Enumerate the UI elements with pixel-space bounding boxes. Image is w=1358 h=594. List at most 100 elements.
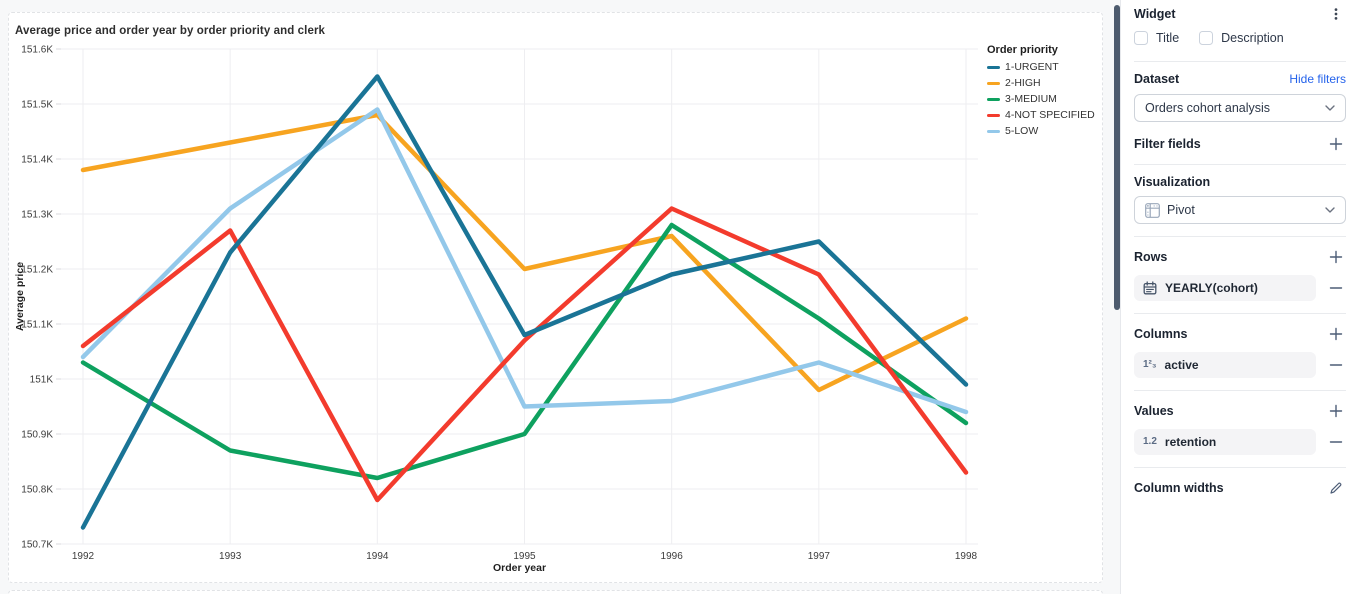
x-tick-label: 1998: [955, 551, 978, 562]
values-field-row: 1.2 retention: [1134, 429, 1346, 455]
dataset-select[interactable]: Orders cohort analysis: [1134, 94, 1346, 122]
x-tick-label: 1992: [72, 551, 95, 562]
legend-item-2-HIGH[interactable]: 2-HIGH: [987, 77, 1101, 89]
values-heading: Values: [1134, 404, 1174, 418]
legend-item-4-NOT SPECIFIED[interactable]: 4-NOT SPECIFIED: [987, 109, 1101, 121]
x-tick-label: 1994: [366, 551, 389, 562]
filter-fields-section-header: Filter fields: [1134, 134, 1346, 154]
legend-label: 5-LOW: [1005, 125, 1039, 137]
divider: [1134, 390, 1346, 391]
columns-heading: Columns: [1134, 327, 1188, 341]
description-checkbox-box[interactable]: [1199, 31, 1214, 45]
legend-item-1-URGENT[interactable]: 1-URGENT: [987, 61, 1101, 73]
widget-section-header: Widget: [1134, 4, 1346, 24]
widget-settings-panel: Widget Title Description Dataset Hide fi…: [1120, 0, 1358, 594]
values-section-header: Values: [1134, 401, 1346, 421]
chevron-down-icon: [1325, 207, 1335, 213]
columns-field-chip[interactable]: 1²₃ active: [1134, 352, 1316, 378]
y-tick-label: 151.3K: [21, 210, 53, 221]
y-tick-label: 150.8K: [21, 485, 53, 496]
remove-rows-field-button[interactable]: [1326, 278, 1346, 298]
chart-title: Average price and order year by order pr…: [15, 25, 326, 37]
integer-type-icon: 1²₃: [1143, 359, 1157, 370]
x-tick-label: 1997: [808, 551, 831, 562]
line-chart: 151.6K 151.5K 151.4K 151.3K 151.2K 151.1K 151K…: [14, 45, 978, 574]
x-axis-label: Order year: [493, 562, 546, 574]
description-checkbox[interactable]: Description: [1199, 31, 1284, 45]
rows-field-chip[interactable]: YEARLY(cohort): [1134, 275, 1316, 301]
next-widget-card-edge: [8, 590, 1103, 594]
legend-label: 3-MEDIUM: [1005, 93, 1057, 105]
x-tick-label: 1995: [513, 551, 536, 562]
y-tick-label: 150.9K: [21, 430, 53, 441]
dataset-section-header: Dataset Hide filters: [1134, 72, 1346, 86]
panel-scrollbar-thumb[interactable]: [1114, 5, 1120, 310]
y-tick-label: 151.4K: [21, 155, 53, 166]
legend-label: 1-URGENT: [1005, 61, 1059, 73]
legend-swatch: [987, 129, 1000, 133]
chart-legend: Order priority 1-URGENT 2-HIGH 3-MEDIUM 4-N…: [987, 44, 1101, 141]
title-checkbox[interactable]: Title: [1134, 31, 1179, 45]
add-filter-field-button[interactable]: [1326, 134, 1346, 154]
title-checkbox-box[interactable]: [1134, 31, 1148, 45]
divider: [1134, 313, 1346, 314]
legend-item-3-MEDIUM[interactable]: 3-MEDIUM: [987, 93, 1101, 105]
divider: [1134, 61, 1346, 62]
rows-heading: Rows: [1134, 250, 1168, 264]
y-tick-label: 151K: [30, 375, 54, 386]
x-tick-label: 1996: [661, 551, 684, 562]
widget-toggles: Title Description: [1134, 28, 1346, 48]
legend-swatch: [987, 81, 1000, 85]
columns-section-header: Columns: [1134, 324, 1346, 344]
rows-section-header: Rows: [1134, 247, 1346, 267]
values-field-chip[interactable]: 1.2 retention: [1134, 429, 1316, 455]
remove-columns-field-button[interactable]: [1326, 355, 1346, 375]
visualization-select[interactable]: Pivot: [1134, 196, 1346, 224]
add-column-button[interactable]: [1326, 324, 1346, 344]
hide-filters-link[interactable]: Hide filters: [1289, 72, 1346, 86]
legend-swatch: [987, 113, 1000, 117]
column-widths-section-header: Column widths: [1134, 478, 1346, 498]
legend-label: 2-HIGH: [1005, 77, 1041, 89]
widget-menu-button[interactable]: [1326, 4, 1346, 24]
columns-field-row: 1²₃ active: [1134, 352, 1346, 378]
pencil-icon: [1330, 482, 1342, 494]
plus-icon: [1329, 137, 1343, 151]
dataset-select-value: Orders cohort analysis: [1145, 101, 1271, 115]
series-line-2-HIGH: [80, 112, 969, 393]
dataset-heading: Dataset: [1134, 72, 1180, 86]
y-tick-label: 151.1K: [21, 320, 53, 331]
remove-values-field-button[interactable]: [1326, 432, 1346, 452]
values-field-label: retention: [1164, 435, 1217, 449]
visualization-heading: Visualization: [1134, 175, 1211, 189]
y-tick-label: 151.2K: [21, 265, 53, 276]
visualization-select-value: Pivot: [1167, 203, 1195, 217]
rows-field-label: YEARLY(cohort): [1165, 281, 1258, 295]
y-tick-label: 150.7K: [21, 540, 53, 551]
y-tick-label: 151.6K: [21, 45, 53, 56]
chart-widget-card[interactable]: Average price and order year by order pr…: [8, 12, 1103, 583]
widget-heading: Widget: [1134, 7, 1176, 21]
series-line-4-NOT SPECIFIED: [80, 206, 969, 503]
legend-swatch: [987, 97, 1000, 101]
add-value-button[interactable]: [1326, 401, 1346, 421]
edit-column-widths-button[interactable]: [1326, 478, 1346, 498]
columns-field-label: active: [1164, 358, 1199, 372]
plus-icon: [1329, 327, 1343, 341]
plus-icon: [1329, 404, 1343, 418]
title-checkbox-label: Title: [1156, 31, 1180, 45]
series-line-3-MEDIUM: [80, 222, 969, 481]
add-row-button[interactable]: [1326, 247, 1346, 267]
series-line-5-LOW: [80, 107, 969, 415]
description-checkbox-label: Description: [1221, 31, 1284, 45]
minus-icon: [1329, 287, 1343, 289]
legend-item-5-LOW[interactable]: 5-LOW: [987, 125, 1101, 137]
minus-icon: [1329, 441, 1343, 443]
divider: [1134, 467, 1346, 468]
divider: [1134, 236, 1346, 237]
series-line-1-URGENT: [80, 74, 969, 530]
minus-icon: [1329, 364, 1343, 366]
y-tick-label: 151.5K: [21, 100, 53, 111]
visualization-section-header: Visualization: [1134, 175, 1346, 189]
